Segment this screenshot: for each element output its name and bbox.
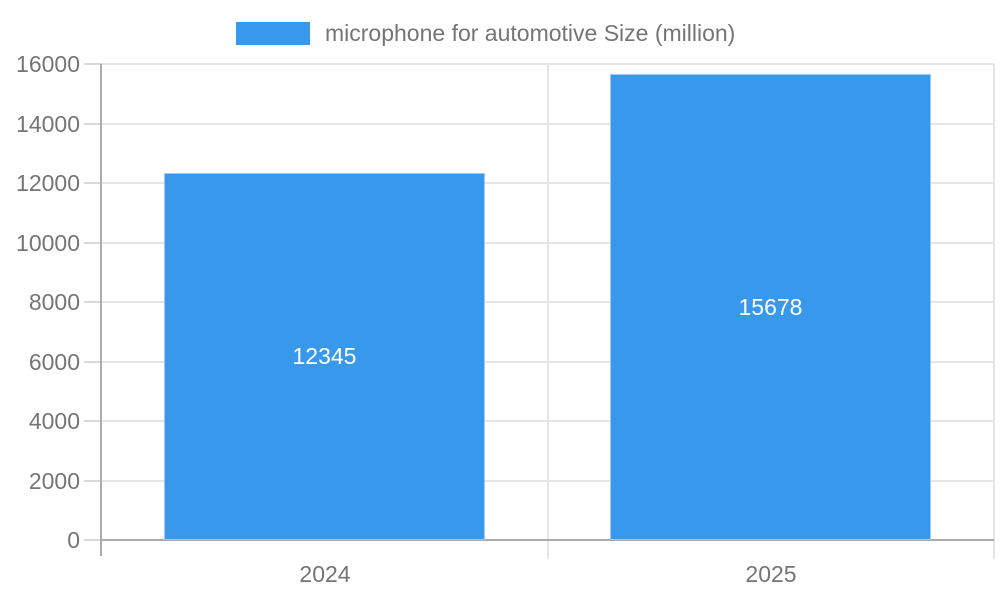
y-axis-tick (84, 361, 102, 363)
x-axis-line (100, 539, 994, 541)
bar-2025[interactable]: 15678 (610, 74, 931, 540)
x-axis-label-2024: 2024 (299, 561, 351, 587)
legend[interactable]: microphone for automotive Size (million) (236, 20, 735, 47)
y-axis-label: 10000 (16, 230, 80, 256)
x-axis-label-2025: 2025 (745, 561, 797, 587)
y-axis-label: 16000 (16, 51, 80, 77)
bar-2024[interactable]: 12345 (164, 173, 485, 540)
y-axis-tick (84, 242, 102, 244)
y-axis-label: 4000 (28, 408, 80, 434)
y-axis-label: 14000 (16, 111, 80, 137)
y-axis-tick (84, 301, 102, 303)
y-axis-line (100, 64, 102, 556)
bar-value-label: 12345 (292, 343, 357, 369)
y-axis-label: 6000 (28, 349, 80, 375)
y-axis-tick (84, 63, 102, 65)
y-axis-label: 8000 (28, 289, 80, 315)
category-separator (547, 64, 549, 559)
bar-value-label: 15678 (738, 293, 803, 320)
y-axis-label: 2000 (28, 468, 80, 494)
legend-label: microphone for automotive Size (million) (325, 20, 736, 46)
y-axis-tick (84, 420, 102, 422)
y-axis-label: 12000 (16, 170, 80, 196)
y-axis-label: 0 (67, 527, 80, 553)
y-axis-tick (84, 480, 102, 482)
legend-swatch (236, 22, 310, 45)
y-axis-tick (84, 539, 102, 541)
y-axis-tick (84, 123, 102, 125)
category-separator (993, 64, 995, 559)
y-axis-tick (84, 182, 102, 184)
